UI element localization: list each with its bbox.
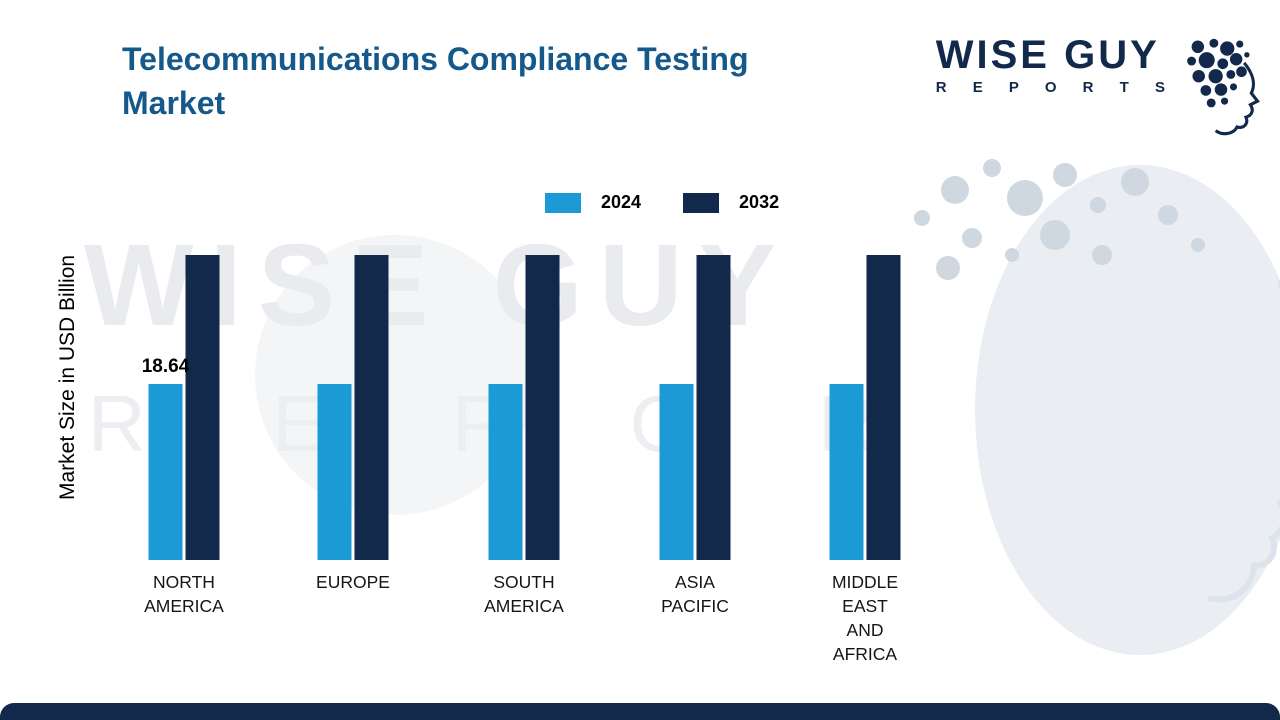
bar-2024-5 <box>829 384 864 560</box>
bar-group-1: 18.64 <box>142 255 220 560</box>
bar-2024-3 <box>488 384 523 560</box>
bar-2024-1 <box>148 384 183 560</box>
legend-label-2024: 2024 <box>601 192 642 212</box>
logo-subtitle: R E P O R T S <box>935 79 1176 96</box>
bar-2032-3 <box>525 255 560 560</box>
bar-2032-4 <box>696 255 731 560</box>
legend-item-2024: 2024 <box>545 192 641 213</box>
category-label-3: SOUTH AMERICA <box>484 572 564 617</box>
watermark-head-icon <box>914 159 1280 655</box>
bar-2024-4 <box>659 384 694 560</box>
bar-2032-1 <box>185 255 220 560</box>
legend-label-2032: 2032 <box>739 192 780 212</box>
category-label-2: EUROPE <box>316 572 390 592</box>
bar-group-4 <box>659 255 731 560</box>
footer-bar <box>0 703 1280 720</box>
bar-2024-2 <box>317 384 352 560</box>
bar-chart: 18.64 NORTH AMERICA EUROPE SOUTH AMERICA ASI… <box>110 230 940 664</box>
legend-swatch-2032 <box>683 192 720 213</box>
bar-2032-2 <box>354 255 389 560</box>
logo-text: WISE GUY R E P O R T S <box>936 34 1176 96</box>
logo-name: WISE GUY <box>935 33 1160 77</box>
bar-value-label: 18.64 <box>141 356 190 377</box>
logo-head-icon <box>1187 38 1260 136</box>
chart-title: Telecommunications Compliance Testing Ma… <box>122 41 749 121</box>
category-label-5: MIDDLE EAST AND AFRICA <box>831 572 899 665</box>
bar-group-2 <box>317 255 389 560</box>
legend-swatch-2024 <box>545 192 581 213</box>
y-axis-label: Market Size in USD Billion <box>56 254 79 501</box>
legend-item-2032: 2032 <box>683 192 779 213</box>
wiseguy-logo: WISE GUY R E P O R T S <box>936 34 1262 138</box>
bar-2032-5 <box>866 255 901 560</box>
watermark-circle <box>255 235 535 515</box>
bar-group-5 <box>829 255 901 560</box>
category-label-4: ASIA PACIFIC <box>661 572 729 617</box>
category-label-1: NORTH AMERICA <box>144 572 224 617</box>
chart-legend: 2024 2032 <box>545 192 779 213</box>
bar-group-3 <box>488 255 560 560</box>
